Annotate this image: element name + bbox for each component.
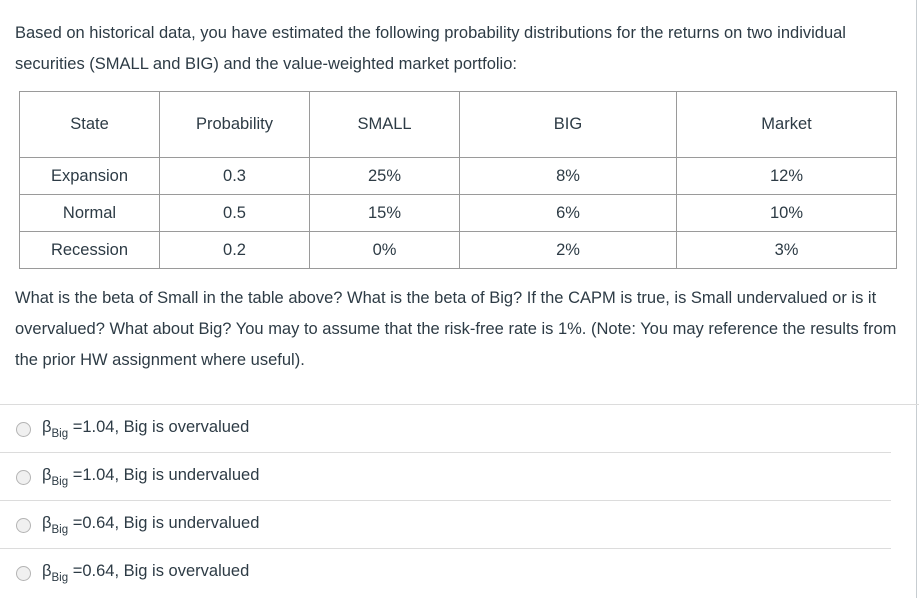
radio-button-icon[interactable] [16,517,31,533]
cell-state: Normal [19,194,160,232]
cell-big: 2% [459,231,677,269]
beta-symbol: β [42,513,52,532]
beta-symbol: β [42,561,52,580]
cell-small: 25% [309,157,460,195]
column-header-probability: Probability [159,91,310,158]
table-header-row: State Probability SMALL BIG Market [19,91,897,158]
cell-big: 8% [459,157,677,195]
cell-state: Recession [19,231,160,269]
cell-market: 3% [676,231,897,269]
beta-subscript: Big [51,571,69,584]
cell-probability: 0.3 [159,157,310,195]
question-prompt-text: What is the beta of Small in the table a… [15,289,897,369]
table-row: Recession 0.2 0% 2% 3% [19,231,897,269]
column-header-state: State [19,91,160,158]
answer-option-label: βBig =1.04, Big is overvalued [42,417,250,440]
answer-option-label: βBig =1.04, Big is undervalued [42,465,260,488]
cell-state: Expansion [19,157,160,195]
cell-probability: 0.5 [159,194,310,232]
answer-option-value: =0.64, Big is overvalued [68,561,250,580]
answer-options-list: βBig =1.04, Big is overvalued βBig =1.04… [0,404,919,597]
cell-small: 15% [309,194,460,232]
radio-button-icon[interactable] [16,469,31,485]
cell-small: 0% [309,231,460,269]
returns-table-container: State Probability SMALL BIG Market Expan… [0,80,919,269]
answer-option-4[interactable]: βBig =0.64, Big is overvalued [0,548,919,597]
question-intro-text: Based on historical data, you have estim… [15,24,846,73]
table-row: Normal 0.5 15% 6% 10% [19,194,897,232]
answer-option-1[interactable]: βBig =1.04, Big is overvalued [0,404,919,453]
column-header-big: BIG [459,91,677,158]
answer-option-value: =1.04, Big is overvalued [68,417,250,436]
answer-option-value: =0.64, Big is undervalued [68,513,260,532]
beta-subscript: Big [51,523,69,536]
cell-probability: 0.2 [159,231,310,269]
answer-option-label: βBig =0.64, Big is undervalued [42,513,260,536]
cell-market: 10% [676,194,897,232]
answer-option-label: βBig =0.64, Big is overvalued [42,561,250,584]
table-row: Expansion 0.3 25% 8% 12% [19,157,897,195]
cell-market: 12% [676,157,897,195]
column-header-small: SMALL [309,91,460,158]
beta-subscript: Big [51,475,69,488]
column-header-market: Market [676,91,897,158]
returns-table: State Probability SMALL BIG Market Expan… [19,91,897,269]
radio-button-icon[interactable] [16,565,31,581]
answer-option-3[interactable]: βBig =0.64, Big is undervalued [0,500,919,549]
answer-option-value: =1.04, Big is undervalued [68,465,260,484]
beta-symbol: β [42,465,52,484]
radio-button-icon[interactable] [16,421,31,437]
answer-option-2[interactable]: βBig =1.04, Big is undervalued [0,452,919,501]
beta-symbol: β [42,417,52,436]
page-right-rule [916,0,917,598]
cell-big: 6% [459,194,677,232]
beta-subscript: Big [51,427,69,440]
